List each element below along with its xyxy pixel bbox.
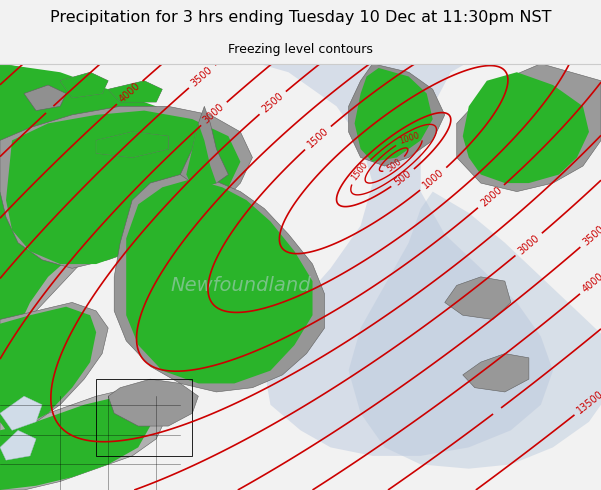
Text: 3500: 3500 xyxy=(581,224,601,247)
Polygon shape xyxy=(355,68,433,162)
Polygon shape xyxy=(0,302,108,430)
Polygon shape xyxy=(463,72,589,183)
Polygon shape xyxy=(60,72,108,98)
Polygon shape xyxy=(0,396,150,490)
Text: Freezing level contours: Freezing level contours xyxy=(228,43,373,56)
Polygon shape xyxy=(24,85,66,111)
Text: 2000: 2000 xyxy=(478,185,504,208)
Text: 500: 500 xyxy=(386,157,404,173)
Text: Precipitation for 3 hrs ending Tuesday 10 Dec at 11:30pm NST: Precipitation for 3 hrs ending Tuesday 1… xyxy=(50,10,551,25)
Polygon shape xyxy=(60,72,108,98)
Polygon shape xyxy=(228,55,553,456)
Polygon shape xyxy=(349,192,601,468)
Text: 1000: 1000 xyxy=(421,167,446,191)
Polygon shape xyxy=(0,64,180,370)
Polygon shape xyxy=(180,106,228,187)
Polygon shape xyxy=(108,81,162,102)
Polygon shape xyxy=(445,277,511,319)
Polygon shape xyxy=(96,132,168,157)
Text: 1500: 1500 xyxy=(305,126,331,150)
Polygon shape xyxy=(0,388,168,490)
Polygon shape xyxy=(6,111,240,264)
Text: 1000: 1000 xyxy=(398,130,421,146)
Polygon shape xyxy=(457,64,601,192)
Polygon shape xyxy=(0,106,252,269)
Polygon shape xyxy=(108,379,198,426)
Polygon shape xyxy=(349,64,445,166)
Text: 13500: 13500 xyxy=(575,389,601,416)
Text: Newfoundland: Newfoundland xyxy=(170,276,311,295)
Polygon shape xyxy=(0,307,96,430)
Text: 500: 500 xyxy=(392,169,413,188)
Polygon shape xyxy=(0,430,36,460)
Text: 2500: 2500 xyxy=(260,91,285,115)
Polygon shape xyxy=(96,132,168,157)
Text: 4000: 4000 xyxy=(581,271,601,294)
Polygon shape xyxy=(126,179,313,383)
Polygon shape xyxy=(0,64,192,383)
Text: 4000: 4000 xyxy=(117,81,142,104)
Text: 3500: 3500 xyxy=(189,65,215,88)
Polygon shape xyxy=(463,354,529,392)
Polygon shape xyxy=(156,354,186,370)
Text: 3000: 3000 xyxy=(516,233,542,256)
Polygon shape xyxy=(108,81,162,102)
Text: 3000: 3000 xyxy=(201,102,227,125)
Polygon shape xyxy=(0,396,42,430)
Polygon shape xyxy=(114,174,325,392)
Polygon shape xyxy=(186,123,216,187)
Text: 1500: 1500 xyxy=(350,160,370,182)
